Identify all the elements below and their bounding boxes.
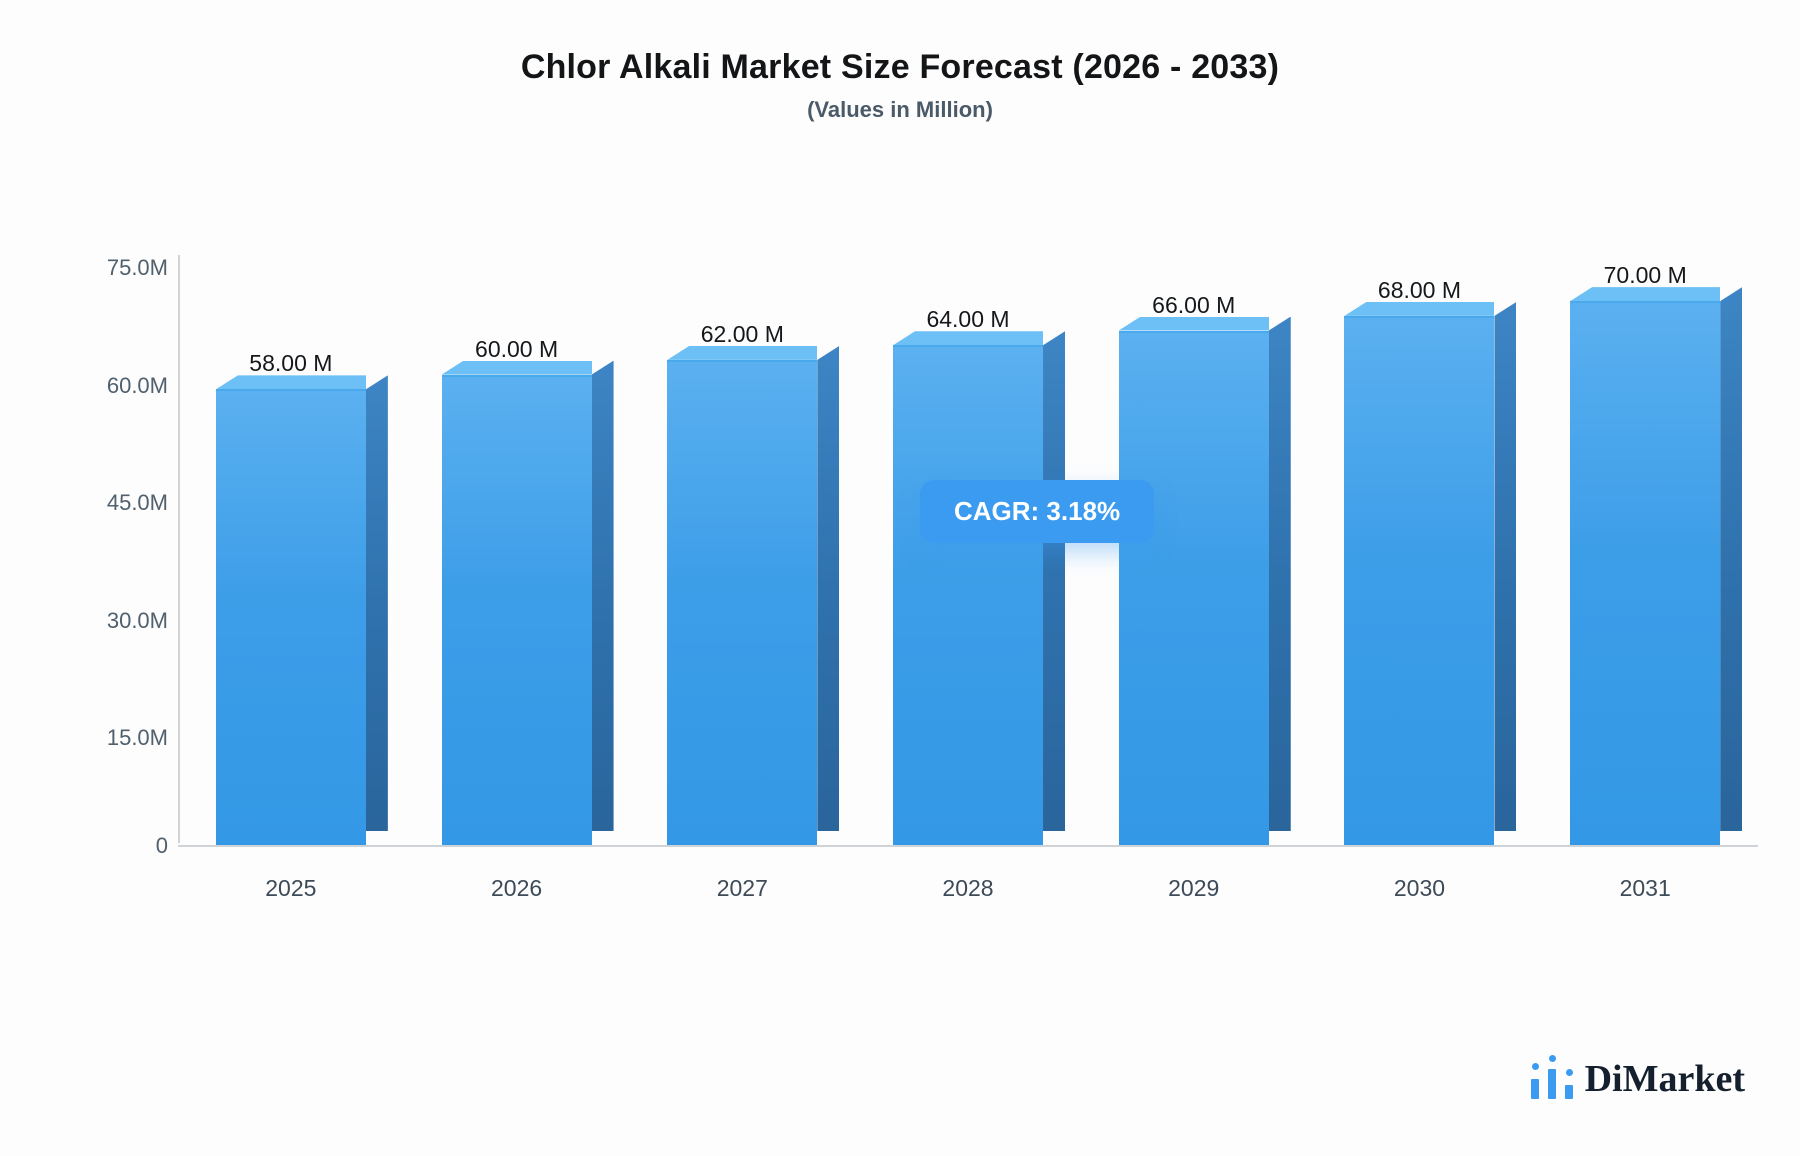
logo-text: DiMarket: [1585, 1057, 1745, 1101]
chart-subtitle: (Values in Million): [0, 97, 1800, 123]
bar-value-label-2: 62.00 M: [701, 321, 784, 348]
chart-title: Chlor Alkali Market Size Forecast (2026 …: [0, 0, 1800, 87]
bar-top-2: [667, 346, 817, 360]
bar-slot-3: 64.00 M: [855, 257, 1081, 845]
bar-2028[interactable]: 64.00 M: [893, 345, 1043, 845]
bar-top-3: [893, 331, 1043, 345]
bar-slot-1: 60.00 M: [404, 257, 630, 845]
bar-2027[interactable]: 62.00 M: [667, 360, 817, 845]
y-tick-label: 15.0M: [60, 725, 168, 751]
plot-area: 75.0M 60.0M 45.0M 30.0M 15.0M 0 58.00 M …: [60, 255, 1760, 875]
brand-logo[interactable]: DiMarket: [1529, 1057, 1745, 1101]
bar-value-label-4: 66.00 M: [1152, 292, 1235, 319]
bar-2030[interactable]: 68.00 M: [1344, 316, 1494, 845]
bar-slot-5: 68.00 M: [1307, 257, 1533, 845]
x-tick-label-4: 2029: [1081, 875, 1307, 902]
bar-side-0: [366, 375, 388, 831]
bar-2026[interactable]: 60.00 M: [442, 375, 592, 845]
bar-value-label-3: 64.00 M: [926, 306, 1009, 333]
bar-side-4: [1269, 317, 1291, 832]
bar-front-0: [216, 389, 366, 845]
bar-side-6: [1720, 287, 1742, 831]
bar-side-3: [1043, 331, 1065, 831]
bar-top-1: [442, 361, 592, 375]
x-tick-label-3: 2028: [855, 875, 1081, 902]
bar-top-6: [1570, 287, 1720, 301]
bar-front-4: [1119, 331, 1269, 846]
bar-side-2: [817, 346, 839, 831]
logo-bar-chart-icon: [1529, 1059, 1575, 1099]
bar-value-label-0: 58.00 M: [249, 350, 332, 377]
bar-front-1: [442, 375, 592, 845]
x-tick-label-6: 2031: [1532, 875, 1758, 902]
chart-container: Chlor Alkali Market Size Forecast (2026 …: [0, 0, 1800, 1156]
cagr-badge[interactable]: CAGR: 3.18%: [920, 480, 1154, 543]
bar-front-2: [667, 360, 817, 845]
y-tick-label: 75.0M: [60, 255, 168, 281]
x-axis-labels: 2025 2026 2027 2028 2029 2030 2031: [178, 875, 1758, 902]
bar-slot-2: 62.00 M: [629, 257, 855, 845]
x-axis-line: [178, 845, 1758, 847]
bar-front-5: [1344, 316, 1494, 845]
bar-slot-4: 66.00 M: [1081, 257, 1307, 845]
x-tick-label-1: 2026: [404, 875, 630, 902]
bar-top-4: [1119, 317, 1269, 331]
x-tick-label-2: 2027: [629, 875, 855, 902]
bar-2025[interactable]: 58.00 M: [216, 389, 366, 845]
bar-value-label-6: 70.00 M: [1604, 262, 1687, 289]
bar-value-label-5: 68.00 M: [1378, 277, 1461, 304]
bar-side-1: [592, 361, 614, 831]
y-tick-label: 0: [60, 833, 168, 859]
bar-front-6: [1570, 301, 1720, 845]
bar-front-3: [893, 345, 1043, 845]
bar-side-5: [1494, 302, 1516, 831]
bar-top-5: [1344, 302, 1494, 316]
x-tick-label-0: 2025: [178, 875, 404, 902]
y-tick-label: 45.0M: [60, 490, 168, 516]
bar-slot-6: 70.00 M: [1532, 257, 1758, 845]
y-tick-label: 60.0M: [60, 373, 168, 399]
x-tick-label-5: 2030: [1307, 875, 1533, 902]
bar-slot-0: 58.00 M: [178, 257, 404, 845]
bar-value-label-1: 60.00 M: [475, 336, 558, 363]
bars-row: 58.00 M 60.00 M 62.00 M: [178, 255, 1758, 845]
bar-top-0: [216, 375, 366, 389]
y-tick-label: 30.0M: [60, 608, 168, 634]
bar-2031[interactable]: 70.00 M: [1570, 301, 1720, 845]
bar-2029[interactable]: 66.00 M: [1119, 331, 1269, 846]
